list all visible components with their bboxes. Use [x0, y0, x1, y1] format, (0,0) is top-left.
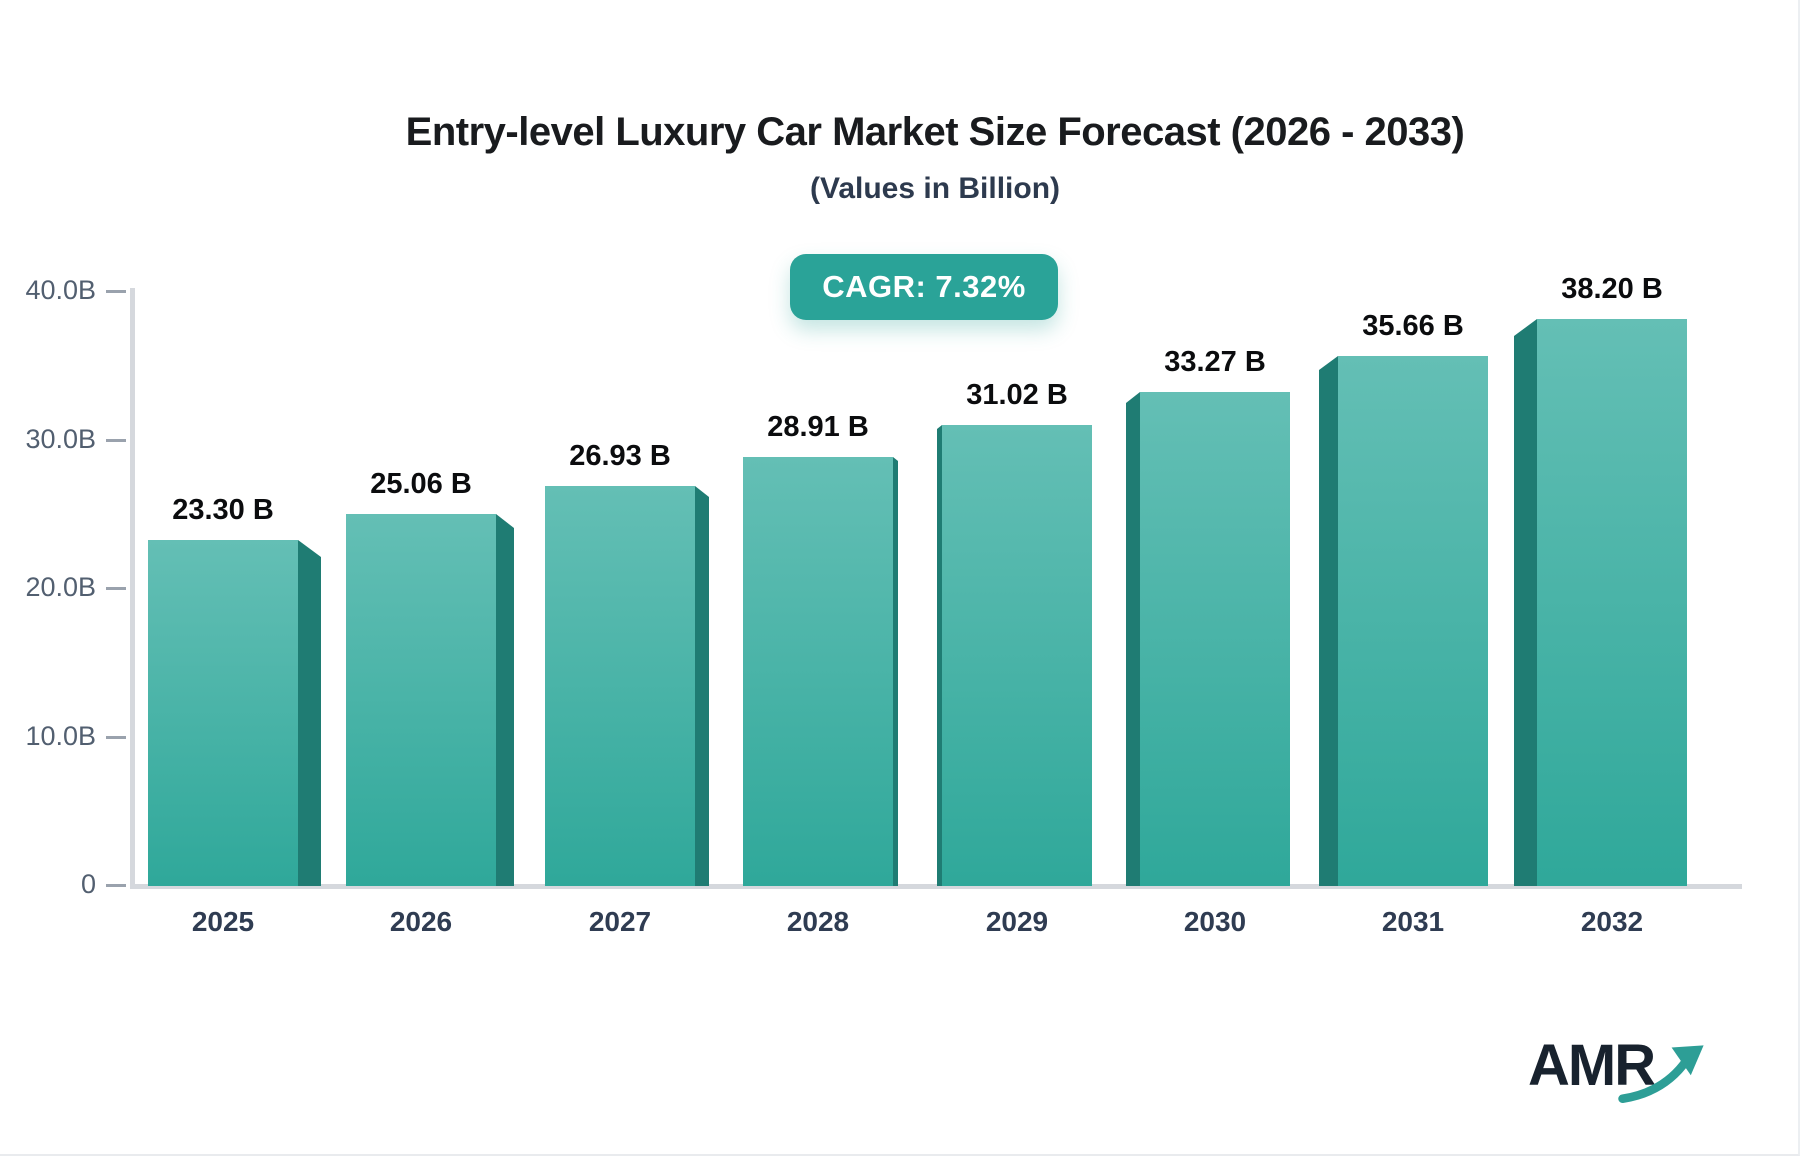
- bar-value-label: 23.30 B: [172, 494, 274, 526]
- bar-side-2026: [496, 514, 514, 886]
- bar-value-label: 38.20 B: [1561, 273, 1663, 305]
- cagr-badge: CAGR: 7.32%: [790, 254, 1058, 320]
- x-axis-label: 2025: [191, 906, 255, 937]
- amr-logo-text: AMR: [1528, 1033, 1656, 1098]
- bar-value-label: 33.27 B: [1164, 346, 1266, 378]
- bar-2032: [1537, 319, 1687, 886]
- x-axis-label: 2029: [985, 906, 1049, 937]
- bar-side-2029: [937, 425, 942, 886]
- y-tick-label: 10.0B: [25, 721, 96, 751]
- bar-2031: [1338, 356, 1488, 886]
- y-tick-label: 0: [80, 869, 96, 899]
- bar-2025: [148, 540, 298, 886]
- bar-value-label: 31.02 B: [966, 379, 1068, 411]
- chart-title: Entry-level Luxury Car Market Size Forec…: [405, 110, 1465, 154]
- growth-arrow-icon: [1618, 1045, 1704, 1103]
- bar-2030: [1140, 392, 1290, 886]
- x-axis-label: 2026: [389, 906, 453, 937]
- bar-value-label: 26.93 B: [569, 440, 671, 472]
- bar-2028: [743, 457, 893, 886]
- x-axis-label: 2031: [1381, 906, 1445, 937]
- x-axis-line: [130, 884, 1742, 889]
- y-tick-label: 20.0B: [25, 572, 96, 602]
- cagr-badge-label: CAGR: 7.32%: [822, 269, 1026, 304]
- chart-subtitle: (Values in Billion): [809, 172, 1061, 205]
- bar-side-2025: [298, 540, 321, 886]
- bar-value-label: 35.66 B: [1362, 310, 1464, 342]
- bar-value-label: 28.91 B: [767, 411, 869, 443]
- x-axis-label: 2030: [1183, 906, 1247, 937]
- bar-side-2032: [1514, 319, 1537, 886]
- y-tick-label: 30.0B: [25, 424, 96, 454]
- amr-logo: AMR: [1528, 1032, 1728, 1122]
- bar-side-2031: [1319, 356, 1338, 886]
- bar-2026: [346, 514, 496, 886]
- y-tick-mark: [106, 736, 126, 739]
- y-tick-mark: [106, 439, 126, 442]
- bar-2027: [545, 486, 695, 886]
- y-tick-mark: [106, 587, 126, 590]
- x-axis-label: 2032: [1580, 906, 1644, 937]
- y-tick-mark: [106, 290, 126, 293]
- bar-value-label: 25.06 B: [370, 468, 472, 500]
- bar-side-2027: [695, 486, 709, 886]
- bar-side-2028: [893, 457, 898, 886]
- y-tick-mark: [106, 884, 126, 887]
- x-axis-label: 2028: [786, 906, 850, 937]
- bar-2029: [942, 425, 1092, 886]
- x-axis-label: 2027: [588, 906, 652, 937]
- y-tick-label: 40.0B: [25, 275, 96, 305]
- bar-side-2030: [1126, 392, 1140, 886]
- y-axis-line: [130, 288, 135, 886]
